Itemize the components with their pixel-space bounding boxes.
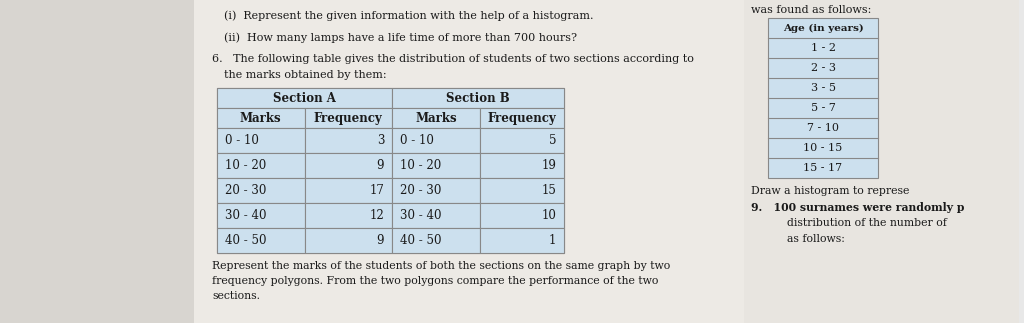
Bar	[304, 228, 392, 253]
Bar	[195, 0, 1019, 323]
Text: 20 - 30: 20 - 30	[225, 184, 266, 197]
Text: 9: 9	[377, 234, 384, 247]
Text: 15 - 17: 15 - 17	[804, 163, 843, 173]
Bar	[217, 128, 304, 153]
Bar	[217, 203, 304, 228]
Text: 10 - 20: 10 - 20	[400, 159, 441, 172]
Bar	[392, 153, 479, 178]
Bar	[768, 18, 878, 178]
Text: Section B: Section B	[446, 91, 510, 105]
Text: 9.   100 surnames were randomly p: 9. 100 surnames were randomly p	[752, 202, 965, 213]
Bar	[304, 128, 392, 153]
Text: sections.: sections.	[212, 291, 260, 301]
Bar	[304, 153, 392, 178]
Text: 0 - 10: 0 - 10	[400, 134, 434, 147]
Text: Frequency: Frequency	[487, 111, 556, 124]
Bar	[217, 108, 304, 128]
Text: 15: 15	[542, 184, 556, 197]
Bar	[392, 88, 564, 108]
Text: 3: 3	[377, 134, 384, 147]
Bar	[479, 128, 564, 153]
Text: 40 - 50: 40 - 50	[400, 234, 441, 247]
Text: Marks: Marks	[240, 111, 282, 124]
Text: 9: 9	[377, 159, 384, 172]
Text: Frequency: Frequency	[314, 111, 383, 124]
Text: 1 - 2: 1 - 2	[811, 43, 836, 53]
Bar	[217, 88, 392, 108]
Bar	[304, 178, 392, 203]
Text: Represent the marks of the students of both the sections on the same graph by tw: Represent the marks of the students of b…	[212, 261, 671, 271]
Bar	[217, 178, 304, 203]
Bar	[217, 228, 304, 253]
Text: distribution of the number of: distribution of the number of	[766, 218, 947, 228]
Text: 20 - 30: 20 - 30	[400, 184, 441, 197]
Text: 5: 5	[549, 134, 556, 147]
Text: Section A: Section A	[273, 91, 336, 105]
Bar	[392, 128, 479, 153]
Text: Draw a histogram to represe: Draw a histogram to represe	[752, 186, 909, 196]
Text: 19: 19	[542, 159, 556, 172]
Bar	[479, 108, 564, 128]
Bar	[392, 178, 479, 203]
Bar	[479, 203, 564, 228]
Text: 30 - 40: 30 - 40	[225, 209, 266, 222]
Bar	[217, 153, 304, 178]
Text: 5 - 7: 5 - 7	[811, 103, 836, 113]
Bar	[479, 153, 564, 178]
Bar	[479, 228, 564, 253]
Text: 6.   The following table gives the distribution of students of two sections acco: 6. The following table gives the distrib…	[212, 54, 694, 64]
Bar	[392, 228, 479, 253]
Bar	[304, 108, 392, 128]
Text: the marks obtained by them:: the marks obtained by them:	[224, 70, 386, 80]
Text: 10: 10	[542, 209, 556, 222]
Bar	[392, 203, 479, 228]
Text: was found as follows:: was found as follows:	[752, 5, 871, 15]
Text: 40 - 50: 40 - 50	[225, 234, 266, 247]
Text: Marks: Marks	[415, 111, 457, 124]
Text: 17: 17	[370, 184, 384, 197]
Bar	[304, 203, 392, 228]
Text: 30 - 40: 30 - 40	[400, 209, 441, 222]
Text: 7 - 10: 7 - 10	[807, 123, 839, 133]
Text: 10 - 20: 10 - 20	[225, 159, 266, 172]
Bar	[479, 178, 564, 203]
Bar	[744, 0, 1019, 323]
Text: 3 - 5: 3 - 5	[811, 83, 836, 93]
Text: 2 - 3: 2 - 3	[811, 63, 836, 73]
Text: 0 - 10: 0 - 10	[225, 134, 259, 147]
Bar	[392, 108, 479, 128]
Text: 10 - 15: 10 - 15	[804, 143, 843, 153]
Text: 12: 12	[370, 209, 384, 222]
Text: as follows:: as follows:	[766, 234, 845, 244]
Text: frequency polygons. From the two polygons compare the performance of the two: frequency polygons. From the two polygon…	[212, 276, 658, 286]
Text: (i)  Represent the given information with the help of a histogram.: (i) Represent the given information with…	[224, 10, 594, 21]
Bar	[0, 0, 195, 323]
Bar	[217, 88, 564, 253]
Text: (ii)  How many lamps have a life time of more than 700 hours?: (ii) How many lamps have a life time of …	[224, 32, 577, 43]
Text: Age (in years): Age (in years)	[782, 24, 863, 33]
Text: 1: 1	[549, 234, 556, 247]
